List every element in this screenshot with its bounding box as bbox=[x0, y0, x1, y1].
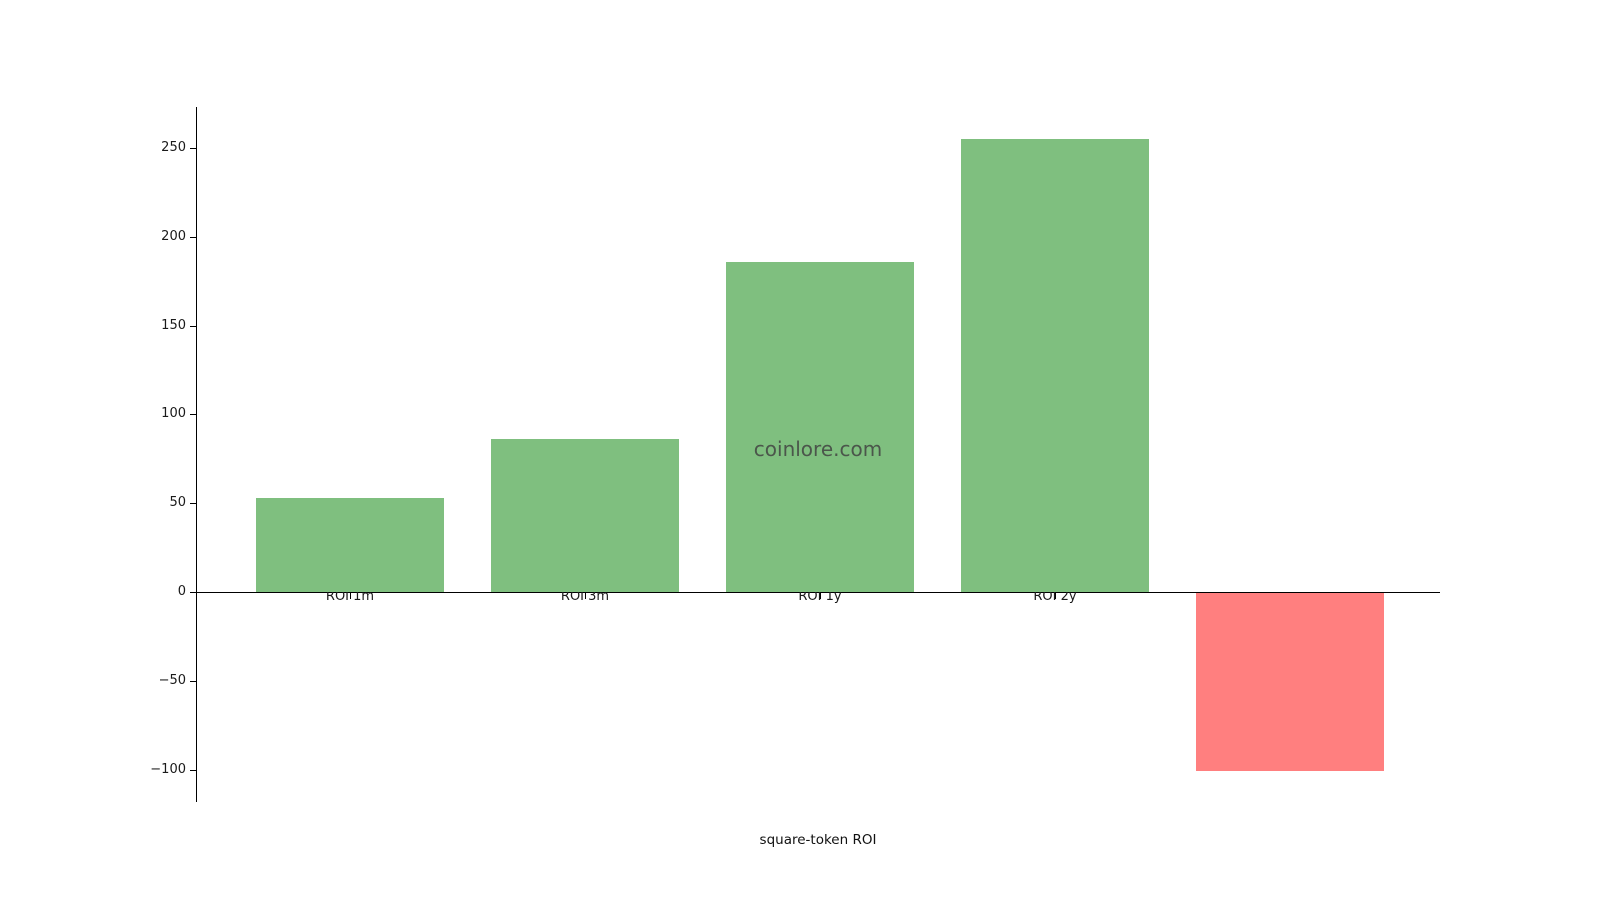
y-tick-label: −50 bbox=[158, 672, 186, 688]
y-tick-mark bbox=[190, 503, 196, 505]
x-tick-mark bbox=[350, 593, 351, 599]
x-axis-line bbox=[197, 592, 1440, 593]
y-tick-label: 150 bbox=[161, 317, 186, 333]
x-tick-label: ROI 1m bbox=[325, 589, 375, 604]
x-tick-mark bbox=[1055, 593, 1056, 599]
bar-positive bbox=[726, 261, 914, 592]
y-tick-label: 0 bbox=[177, 584, 186, 599]
y-tick-mark bbox=[190, 680, 196, 682]
bar-positive bbox=[491, 439, 679, 592]
x-tick-label: ROI 3m bbox=[560, 589, 610, 604]
y-tick-mark bbox=[190, 325, 196, 327]
chart-title: square-token ROI bbox=[759, 832, 877, 848]
y-tick-label: 200 bbox=[161, 228, 186, 244]
x-tick-mark bbox=[820, 593, 821, 599]
y-tick-label: 50 bbox=[169, 495, 186, 511]
y-tick-mark bbox=[190, 769, 196, 771]
y-tick-mark bbox=[190, 236, 196, 238]
y-tick-mark bbox=[190, 414, 196, 416]
bar-positive bbox=[961, 139, 1149, 592]
y-tick-label: 100 bbox=[161, 406, 186, 422]
bar-positive bbox=[256, 497, 444, 592]
x-tick-label: ROI 2y bbox=[1033, 589, 1077, 604]
y-tick-label: −100 bbox=[150, 761, 186, 777]
x-tick-mark bbox=[585, 593, 586, 599]
y-tick-mark bbox=[190, 148, 196, 149]
y-tick-label: 250 bbox=[161, 140, 186, 155]
bar-negative bbox=[1196, 593, 1384, 771]
watermark-text: coinlore.com bbox=[753, 437, 883, 461]
y-axis-spine bbox=[196, 107, 197, 802]
x-tick-label: ROI 1y bbox=[798, 589, 842, 604]
y-tick-mark bbox=[190, 592, 196, 593]
